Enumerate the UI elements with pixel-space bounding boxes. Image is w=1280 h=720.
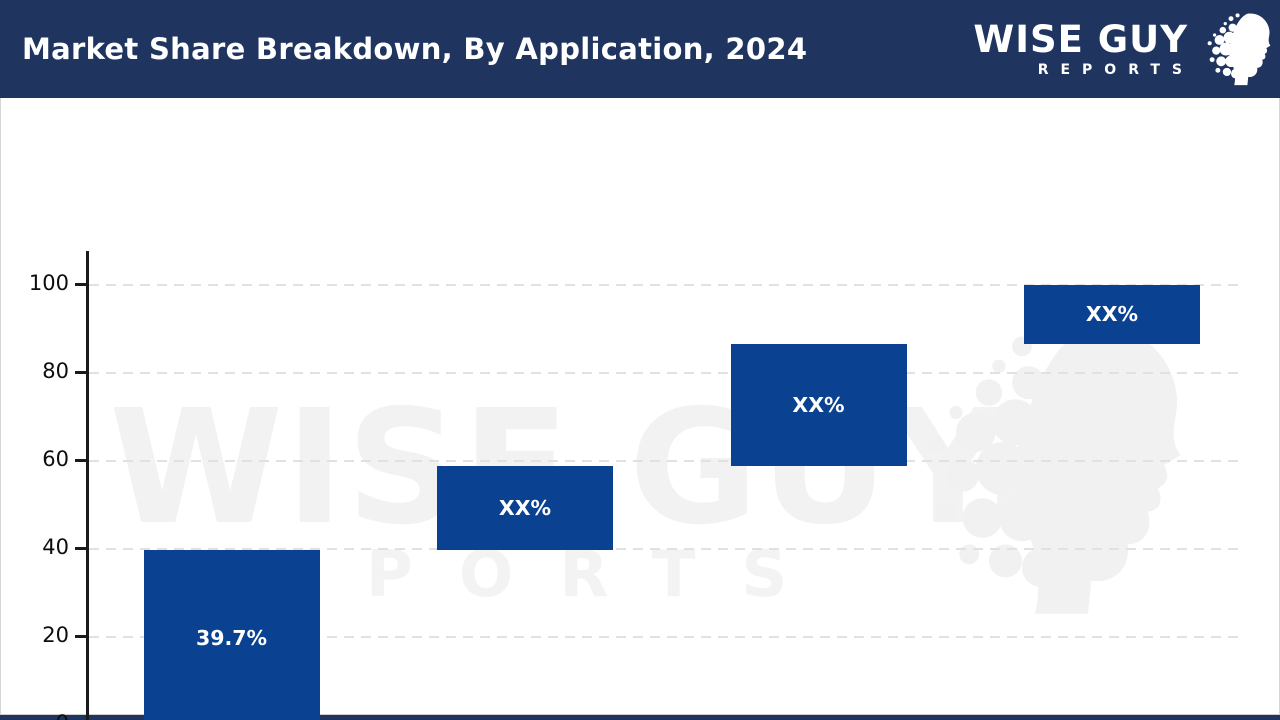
bar-industrial-manufacturing: XX% <box>730 344 907 467</box>
footer-bar <box>0 714 1280 720</box>
y-tick-label: 100 <box>28 270 69 295</box>
y-tick-mark <box>75 635 86 639</box>
y-tick-label: 40 <box>42 534 69 559</box>
y-tick-mark <box>75 283 86 286</box>
y-tick-mark <box>75 371 86 375</box>
bar-power-generation: XX% <box>1024 284 1200 345</box>
y-tick-label: 80 <box>42 358 69 383</box>
logo-text: WISE GUY REPORTS <box>973 17 1188 78</box>
logo: WISE GUY REPORTS <box>973 12 1280 86</box>
watermark-face-icon <box>927 324 1181 614</box>
y-tick-mark <box>75 547 86 551</box>
bar-automotive: 39.7% <box>143 550 320 720</box>
logo-wordmark: WISE GUY <box>973 17 1188 61</box>
bar-value-label: XX% <box>1085 302 1139 327</box>
bar-aerospace: XX% <box>437 466 613 551</box>
gridline-y-80 <box>89 371 1245 374</box>
gridline-y-20 <box>89 635 1245 638</box>
bar-value-label: 39.7% <box>195 625 268 650</box>
y-tick-label: 60 <box>42 446 69 471</box>
gridline-y-100 <box>89 283 1245 286</box>
logo-face-icon <box>1207 13 1271 86</box>
y-tick-label: 0 <box>1 711 69 720</box>
gridline-y-40 <box>89 547 1245 550</box>
bar-value-label: XX% <box>498 496 552 521</box>
gridline-y-60 <box>89 459 1245 462</box>
chart-area: WISE GUY. REPORTS 02040608010039.7%Autom… <box>0 98 1280 720</box>
page-title: Market Share Breakdown, By Application, … <box>22 32 808 66</box>
header-bar: Market Share Breakdown, By Application, … <box>0 0 1280 98</box>
y-tick-mark <box>75 459 86 463</box>
y-axis-line <box>86 251 89 720</box>
logo-subtext: REPORTS <box>1037 61 1194 78</box>
y-tick-label: 20 <box>42 622 69 647</box>
bar-value-label: XX% <box>792 393 845 418</box>
